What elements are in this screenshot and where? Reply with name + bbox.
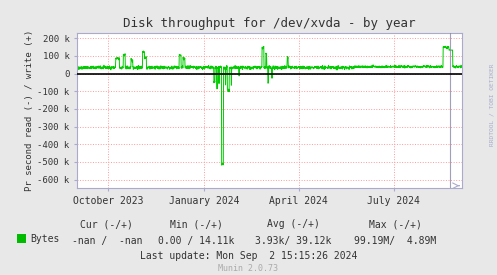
Text: Munin 2.0.73: Munin 2.0.73 <box>219 264 278 273</box>
Text: Min (-/+): Min (-/+) <box>170 219 223 229</box>
Y-axis label: Pr second read (-) / write (+): Pr second read (-) / write (+) <box>25 30 34 191</box>
Text: -nan /  -nan: -nan / -nan <box>72 236 142 246</box>
Text: 3.93k/ 39.12k: 3.93k/ 39.12k <box>255 236 331 246</box>
Text: RRDTOOL / TOBI OETIKER: RRDTOOL / TOBI OETIKER <box>490 63 495 146</box>
Text: Last update: Mon Sep  2 15:15:26 2024: Last update: Mon Sep 2 15:15:26 2024 <box>140 251 357 261</box>
Text: Max (-/+): Max (-/+) <box>369 219 421 229</box>
Text: Cur (-/+): Cur (-/+) <box>81 219 133 229</box>
Title: Disk throughput for /dev/xvda - by year: Disk throughput for /dev/xvda - by year <box>123 17 416 31</box>
Text: 0.00 / 14.11k: 0.00 / 14.11k <box>158 236 235 246</box>
Text: Bytes: Bytes <box>30 234 59 244</box>
Text: Avg (-/+): Avg (-/+) <box>267 219 320 229</box>
Text: 99.19M/  4.89M: 99.19M/ 4.89M <box>354 236 436 246</box>
